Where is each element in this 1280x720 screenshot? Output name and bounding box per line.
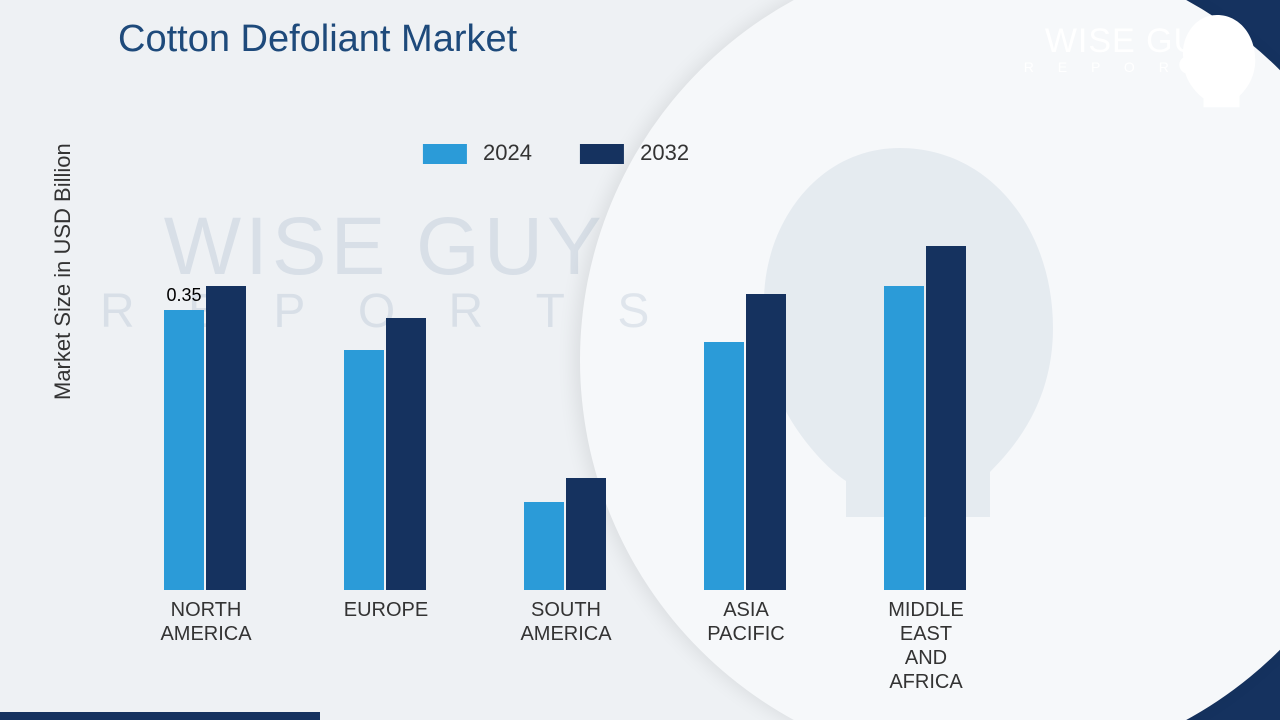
bottom-accent-bar bbox=[0, 712, 320, 720]
category-label: MIDDLEEASTANDAFRICA bbox=[856, 590, 996, 694]
legend-item-2032: 2032 bbox=[580, 140, 689, 166]
brand-logo: WISE GUY R E P O R T S bbox=[1024, 22, 1244, 75]
brand-line2: R E P O R T S bbox=[1024, 59, 1244, 75]
bar-2024 bbox=[704, 342, 744, 590]
chart-title: Cotton Defoliant Market bbox=[118, 18, 517, 61]
bar-2032 bbox=[926, 246, 966, 590]
category-label: EUROPE bbox=[316, 590, 456, 622]
category-label: SOUTHAMERICA bbox=[496, 590, 636, 646]
bar-2024 bbox=[524, 502, 564, 590]
plot-area: 0.35NORTHAMERICAEUROPESOUTHAMERICAASIAPA… bbox=[136, 190, 1056, 590]
bar-2032 bbox=[206, 286, 246, 590]
legend-label-2024: 2024 bbox=[483, 140, 532, 165]
legend-label-2032: 2032 bbox=[640, 140, 689, 165]
bar-2024 bbox=[164, 310, 204, 590]
bar-2024 bbox=[344, 350, 384, 590]
legend-swatch-2032 bbox=[580, 144, 624, 164]
bar-2032 bbox=[746, 294, 786, 590]
brand-line1: WISE GUY bbox=[1024, 22, 1244, 61]
bar-2032 bbox=[566, 478, 606, 590]
legend-swatch-2024 bbox=[423, 144, 467, 164]
legend: 2024 2032 bbox=[423, 140, 689, 166]
bar-2032 bbox=[386, 318, 426, 590]
y-axis-label: Market Size in USD Billion bbox=[50, 143, 76, 400]
stage: WISE GUY R E P O R T S Cotton Defoliant … bbox=[0, 0, 1280, 720]
category-label: ASIAPACIFIC bbox=[676, 590, 816, 646]
legend-item-2024: 2024 bbox=[423, 140, 532, 166]
bar-2024 bbox=[884, 286, 924, 590]
category-label: NORTHAMERICA bbox=[136, 590, 276, 646]
bar-chart: Market Size in USD Billion 2024 2032 0.3… bbox=[56, 140, 1056, 680]
value-label: 0.35 bbox=[166, 285, 201, 306]
